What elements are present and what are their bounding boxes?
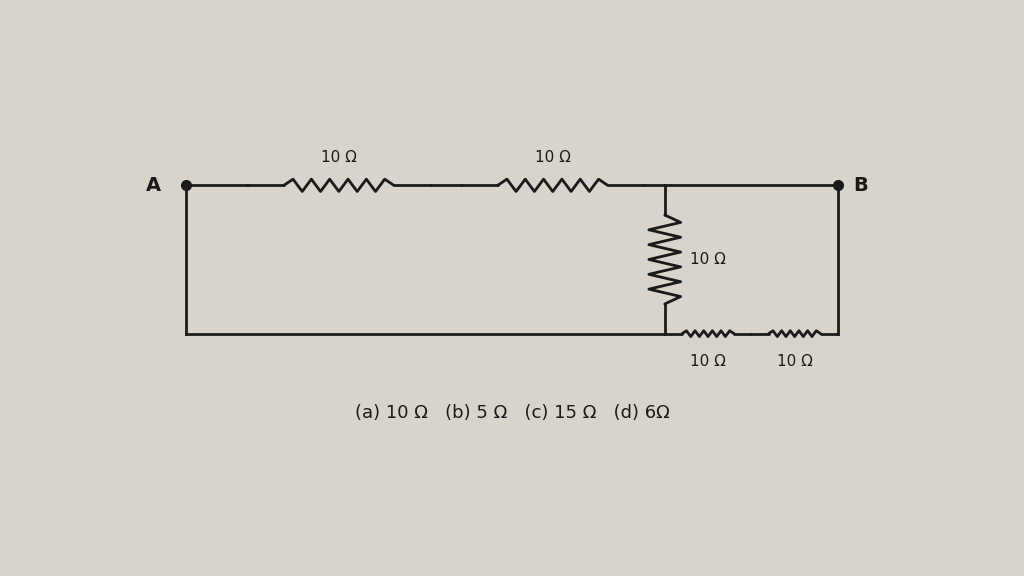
Text: 10 Ω: 10 Ω: [776, 354, 813, 369]
Text: 10 Ω: 10 Ω: [321, 150, 356, 165]
Text: 10 Ω: 10 Ω: [535, 150, 570, 165]
Text: (a) 10 Ω   (b) 5 Ω   (c) 15 Ω   (d) 6Ω: (a) 10 Ω (b) 5 Ω (c) 15 Ω (d) 6Ω: [354, 404, 670, 423]
Text: 10 Ω: 10 Ω: [690, 252, 726, 267]
Text: A: A: [145, 176, 161, 195]
Text: 10 Ω: 10 Ω: [690, 354, 726, 369]
Text: B: B: [853, 176, 868, 195]
